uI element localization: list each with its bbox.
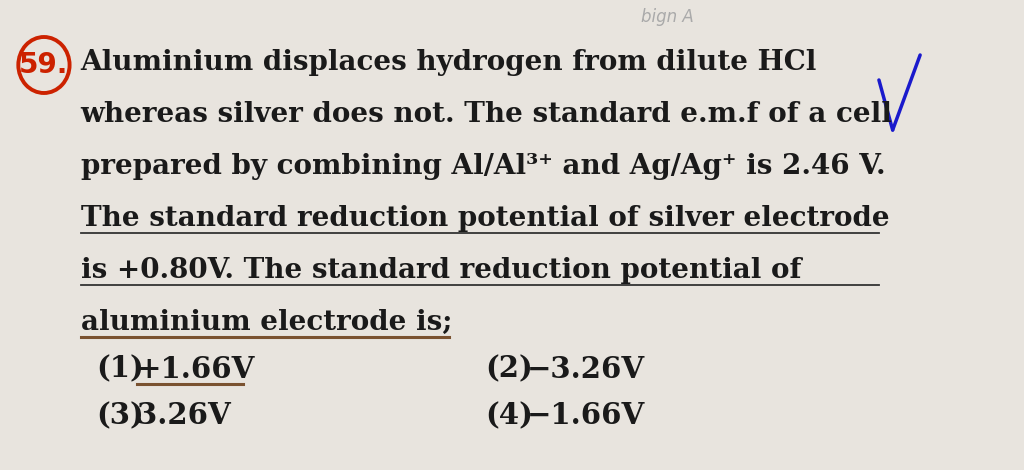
Text: 3.26V: 3.26V: [137, 401, 231, 431]
Text: (2): (2): [485, 354, 534, 384]
Text: Aluminium displaces hydrogen from dilute HCl: Aluminium displaces hydrogen from dilute…: [81, 48, 817, 76]
Text: +1.66V: +1.66V: [137, 354, 256, 384]
Text: is +0.80V. The standard reduction potential of: is +0.80V. The standard reduction potent…: [81, 257, 801, 283]
Text: (3): (3): [96, 401, 144, 431]
Text: −1.66V: −1.66V: [526, 401, 645, 431]
Text: prepared by combining Al/Al³⁺ and Ag/Ag⁺ is 2.46 V.: prepared by combining Al/Al³⁺ and Ag/Ag⁺…: [81, 152, 885, 180]
Text: (4): (4): [485, 401, 534, 431]
Text: bign A: bign A: [641, 8, 693, 26]
Text: −3.26V: −3.26V: [526, 354, 644, 384]
Text: whereas silver does not. The standard e.m.f of a cell: whereas silver does not. The standard e.…: [81, 101, 893, 127]
Text: The standard reduction potential of silver electrode: The standard reduction potential of silv…: [81, 204, 889, 232]
Text: 59.: 59.: [19, 51, 69, 79]
Text: aluminium electrode is;: aluminium electrode is;: [81, 308, 452, 336]
Text: (1): (1): [96, 354, 144, 384]
